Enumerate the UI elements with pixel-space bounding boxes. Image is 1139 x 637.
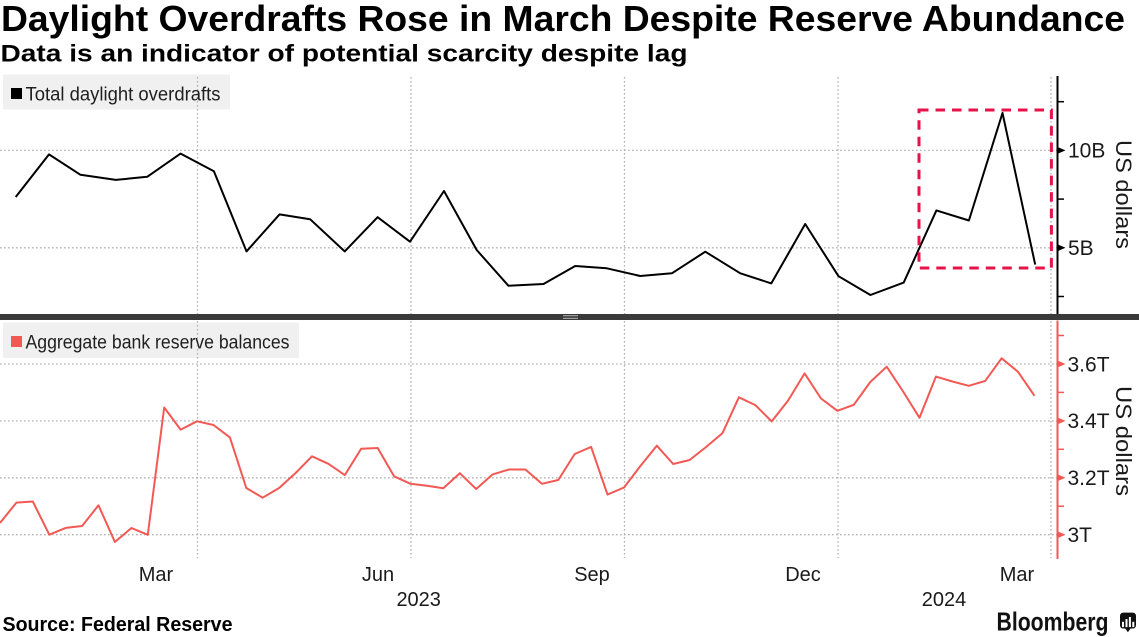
svg-text:2023: 2023 <box>396 589 441 611</box>
svg-text:3.2T: 3.2T <box>1068 467 1110 490</box>
svg-text:Daylight Overdrafts Rose in Ma: Daylight Overdrafts Rose in March Despit… <box>1 0 1125 39</box>
svg-text:US dollars: US dollars <box>1111 386 1136 496</box>
svg-text:Data is an indicator of potent: Data is an indicator of potential scarci… <box>1 41 688 68</box>
svg-text:US dollars: US dollars <box>1111 140 1136 249</box>
svg-text:Sep: Sep <box>574 564 610 586</box>
svg-text:Source: Federal Reserve: Source: Federal Reserve <box>3 614 233 636</box>
svg-text:3.6T: 3.6T <box>1068 353 1110 376</box>
svg-text:2024: 2024 <box>922 589 967 611</box>
svg-text:Total daylight overdrafts: Total daylight overdrafts <box>26 85 221 106</box>
svg-text:3T: 3T <box>1068 524 1093 547</box>
svg-text:3.4T: 3.4T <box>1068 410 1110 433</box>
svg-text:Dec: Dec <box>785 564 821 586</box>
svg-text:Mar: Mar <box>139 564 174 586</box>
svg-text:10B: 10B <box>1068 140 1105 163</box>
svg-text:Bloomberg: Bloomberg <box>997 607 1109 637</box>
svg-text:Aggregate bank reserve balance: Aggregate bank reserve balances <box>26 333 290 354</box>
svg-text:5B: 5B <box>1068 237 1094 260</box>
svg-text:Mar: Mar <box>1000 564 1035 586</box>
svg-text:Jun: Jun <box>362 564 394 586</box>
